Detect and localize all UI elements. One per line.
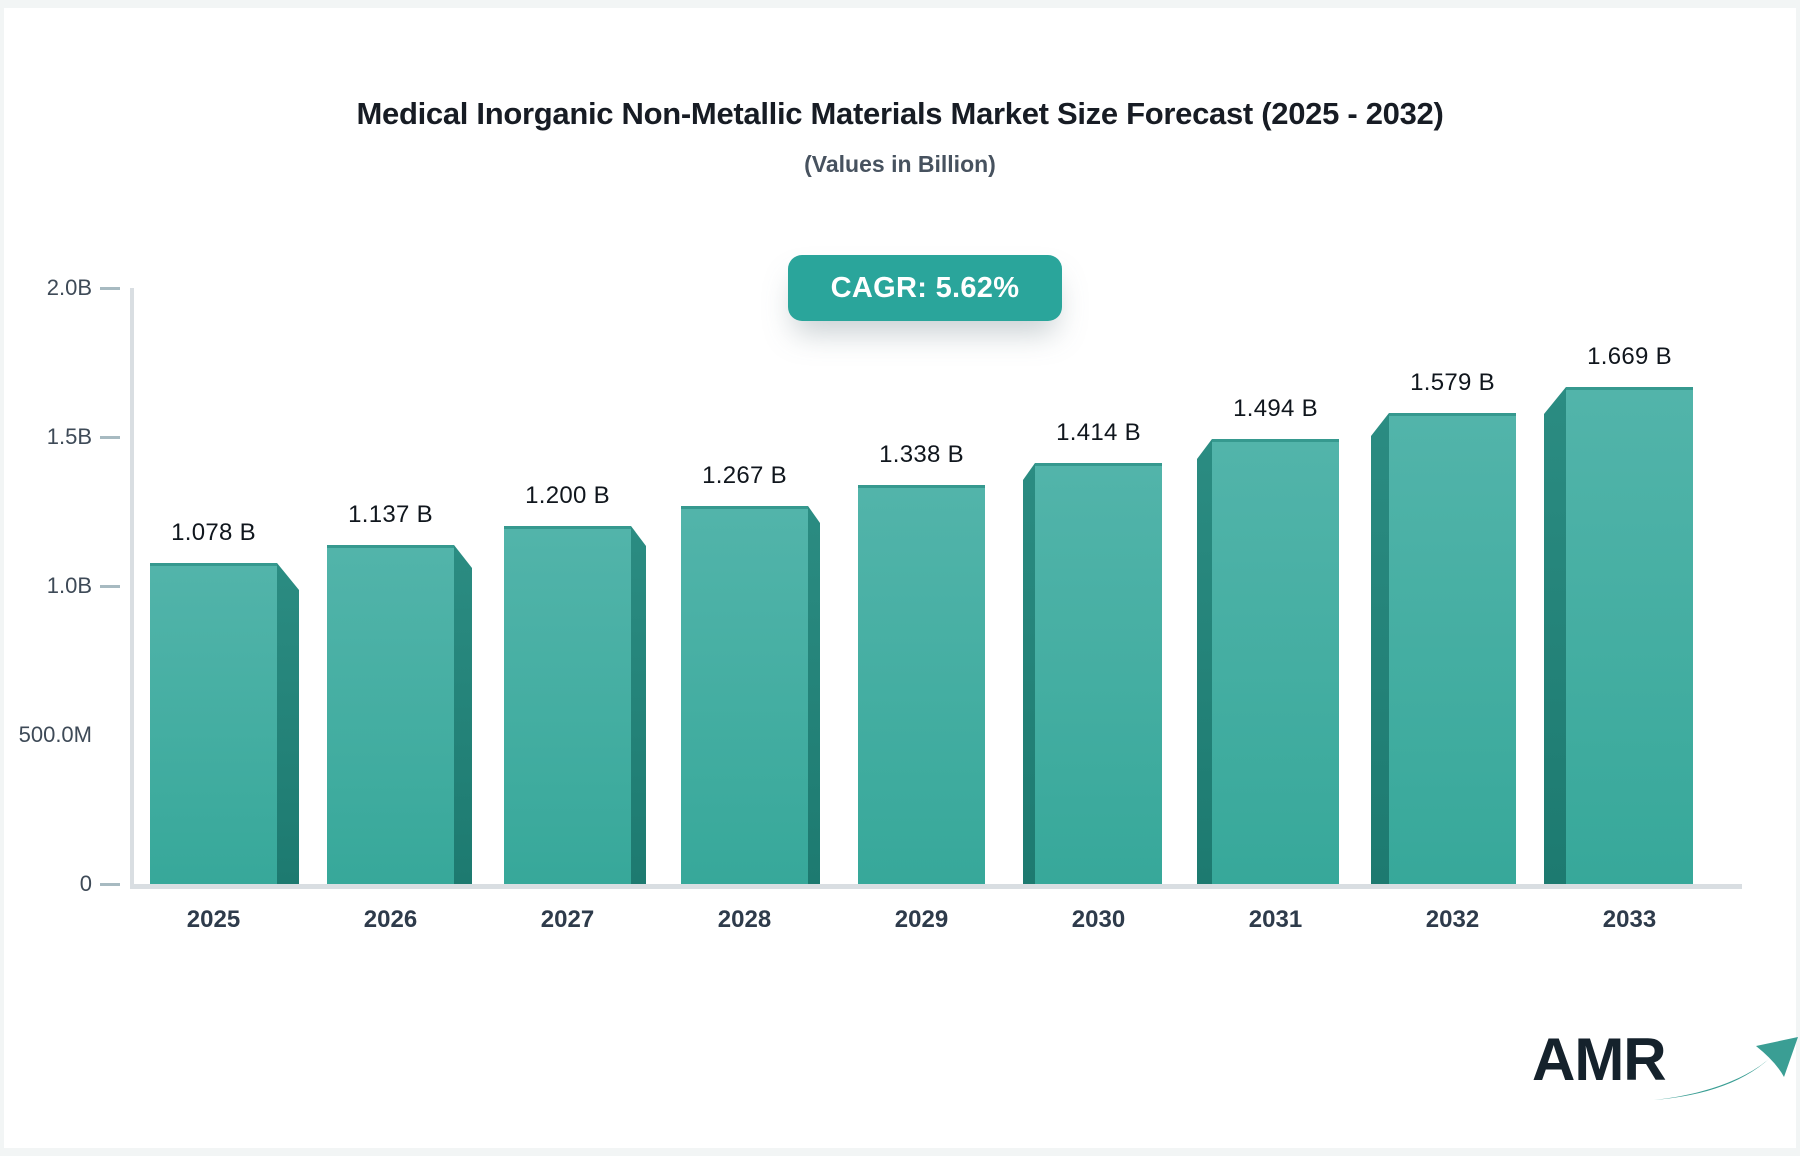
x-axis-label-2027: 2027 (540, 906, 595, 933)
x-axis-label-2033: 2033 (1602, 906, 1657, 933)
bar-group-2033 (1544, 387, 1693, 884)
bar-side-face (1023, 463, 1035, 884)
x-axis-label-2028: 2028 (717, 906, 772, 933)
chart-card: Medical Inorganic Non-Metallic Materials… (4, 8, 1798, 1148)
x-axis-label-2025: 2025 (186, 906, 241, 933)
bar-side-face (631, 526, 646, 884)
bar-group-2026 (327, 545, 472, 884)
x-axis-label-2032: 2032 (1425, 906, 1480, 933)
bar-value-label-2029: 1.338 B (879, 441, 964, 468)
x-axis-line (130, 884, 1742, 889)
bar-value-label-2025: 1.078 B (171, 519, 256, 546)
bar-front (858, 485, 985, 884)
x-axis-label-2026: 2026 (363, 906, 418, 933)
cagr-badge-label: CAGR: 5.62% (830, 271, 1020, 304)
bar-side-face (1371, 413, 1389, 884)
bar-value-label-2032: 1.579 B (1410, 369, 1495, 396)
bar-chart: 2.0B 1.5B 1.0B 500.0M 0 1.078 B 2025 1.137 B 202… (4, 8, 1796, 1148)
y-axis-label-500.0M: 500.0M (18, 722, 92, 747)
bar-side-face (454, 545, 472, 884)
bar-value-label-2028: 1.267 B (702, 462, 787, 489)
y-axis-tick (100, 883, 120, 886)
x-axis-label-2030: 2030 (1071, 906, 1126, 933)
y-axis-tick (100, 585, 120, 588)
bar-front (1566, 387, 1693, 884)
bar-group-2031 (1197, 439, 1339, 884)
chart-subtitle: (Values in Billion) (804, 151, 996, 177)
y-axis-label-1.5B: 1.5B (46, 424, 92, 449)
cagr-badge: CAGR: 5.62% (788, 255, 1062, 321)
growth-arrow-icon (1653, 1037, 1798, 1100)
y-axis-label-0: 0 (79, 871, 92, 896)
bar-front (150, 563, 277, 884)
bar-group-2032 (1371, 413, 1516, 884)
amr-logo: AMR (1532, 1028, 1800, 1106)
bar-value-label-2031: 1.494 B (1233, 395, 1318, 422)
bar-group-2027 (504, 526, 646, 884)
bar-value-label-2030: 1.414 B (1056, 419, 1141, 446)
bar-front (327, 545, 454, 884)
bar-side-face (1197, 439, 1212, 884)
y-axis-label-2.0B: 2.0B (46, 275, 92, 300)
x-axis-label-2031: 2031 (1248, 906, 1303, 933)
amr-logo-text: AMR (1532, 1026, 1667, 1093)
bar-front (504, 526, 631, 884)
bar-value-label-2033: 1.669 B (1587, 343, 1672, 370)
y-axis-tick (100, 436, 120, 439)
bar-front (1389, 413, 1516, 884)
bar-front (1035, 463, 1162, 884)
bar-group-2025 (150, 563, 299, 884)
bar-value-label-2026: 1.137 B (348, 501, 433, 528)
x-axis-label-2029: 2029 (894, 906, 949, 933)
y-axis-tick (100, 287, 120, 290)
bar-side-face (1544, 387, 1566, 884)
y-axis-line (130, 288, 134, 889)
chart-title: Medical Inorganic Non-Metallic Materials… (356, 96, 1444, 131)
bar-group-2030 (1023, 463, 1162, 884)
bar-side-face (808, 506, 820, 884)
bar-group-2028 (681, 506, 820, 884)
y-axis-label-1.0B: 1.0B (46, 573, 92, 598)
bar-front (681, 506, 808, 884)
bar-group-2029 (858, 485, 985, 884)
bar-side-face (277, 563, 299, 884)
bar-front (1212, 439, 1339, 884)
bar-value-label-2027: 1.200 B (525, 482, 610, 509)
